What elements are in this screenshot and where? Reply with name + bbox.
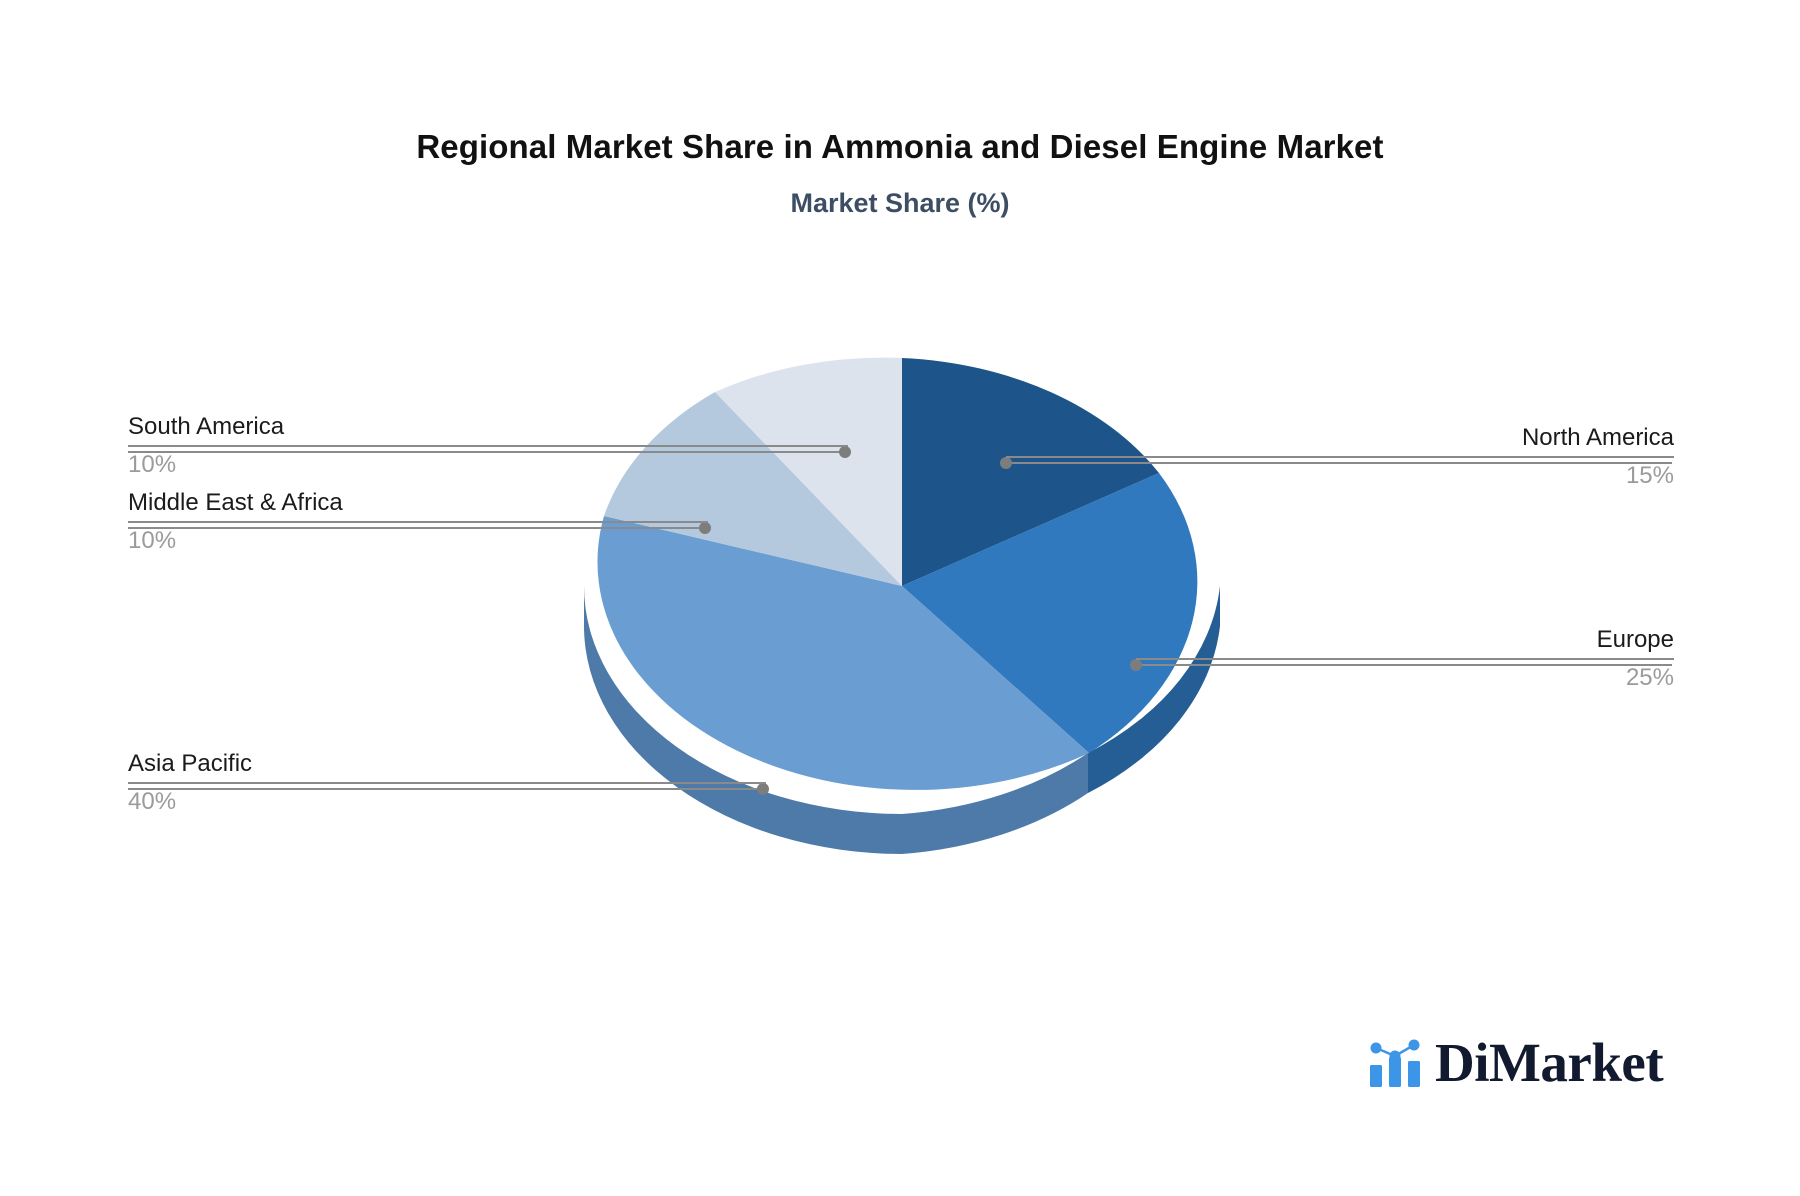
callout-rule-middle-east-africa (128, 521, 708, 523)
callout-rule-south-america (128, 445, 848, 447)
chart-subtitle: Market Share (%) (790, 188, 1010, 218)
callout-rule-north-america (1006, 456, 1674, 458)
pie-slice-middle-east-africa (604, 392, 902, 586)
brand-logo[interactable]: DiMarket (1368, 1032, 1664, 1093)
pie-slice-side-asia-pacific-2 (902, 753, 1088, 854)
callout-label-south-america: South America (128, 413, 285, 440)
pie-top-layer (597, 357, 1198, 790)
callout-label-europe: Europe (1596, 626, 1674, 653)
callout-rule-europe (1136, 658, 1674, 660)
bar-chart-icon (1370, 1039, 1420, 1087)
pie-slice-north-america (902, 358, 1159, 586)
callout-asia-pacific[interactable]: Asia Pacific 40% (128, 749, 766, 817)
callout-value-asia-pacific: 40% (128, 788, 177, 815)
callout-value-middle-east-africa: 10% (128, 527, 177, 554)
callout-value-europe: 25% (1625, 664, 1674, 691)
pie-depth-layer (584, 586, 1220, 854)
pie-slice-europe (902, 473, 1198, 753)
callout-europe[interactable]: Europe 25% (1136, 625, 1674, 693)
callout-value-north-america: 15% (1625, 462, 1674, 489)
pie-chart (566, 330, 1238, 890)
pie-chart-svg (584, 357, 1220, 854)
callout-south-america[interactable]: South America 10% (128, 412, 848, 480)
pie-slice-south-america (715, 357, 902, 586)
callout-middle-east-africa[interactable]: Middle East & Africa 10% (128, 488, 708, 556)
callout-rule-asia-pacific (128, 782, 766, 784)
pie-slice-side-asia-pacific (584, 586, 902, 854)
callout-label-asia-pacific: Asia Pacific (128, 750, 253, 777)
callout-north-america[interactable]: North America 15% (1006, 423, 1674, 491)
pie-slice-side-europe (1088, 586, 1220, 793)
brand-logo-text: DiMarket (1435, 1032, 1664, 1093)
page-title: Regional Market Share in Ammonia and Die… (416, 128, 1384, 165)
callout-label-north-america: North America (1521, 424, 1674, 451)
callout-label-middle-east-africa: Middle East & Africa (128, 489, 343, 516)
pie-slice-asia-pacific (597, 516, 1089, 790)
callout-value-south-america: 10% (128, 451, 177, 478)
